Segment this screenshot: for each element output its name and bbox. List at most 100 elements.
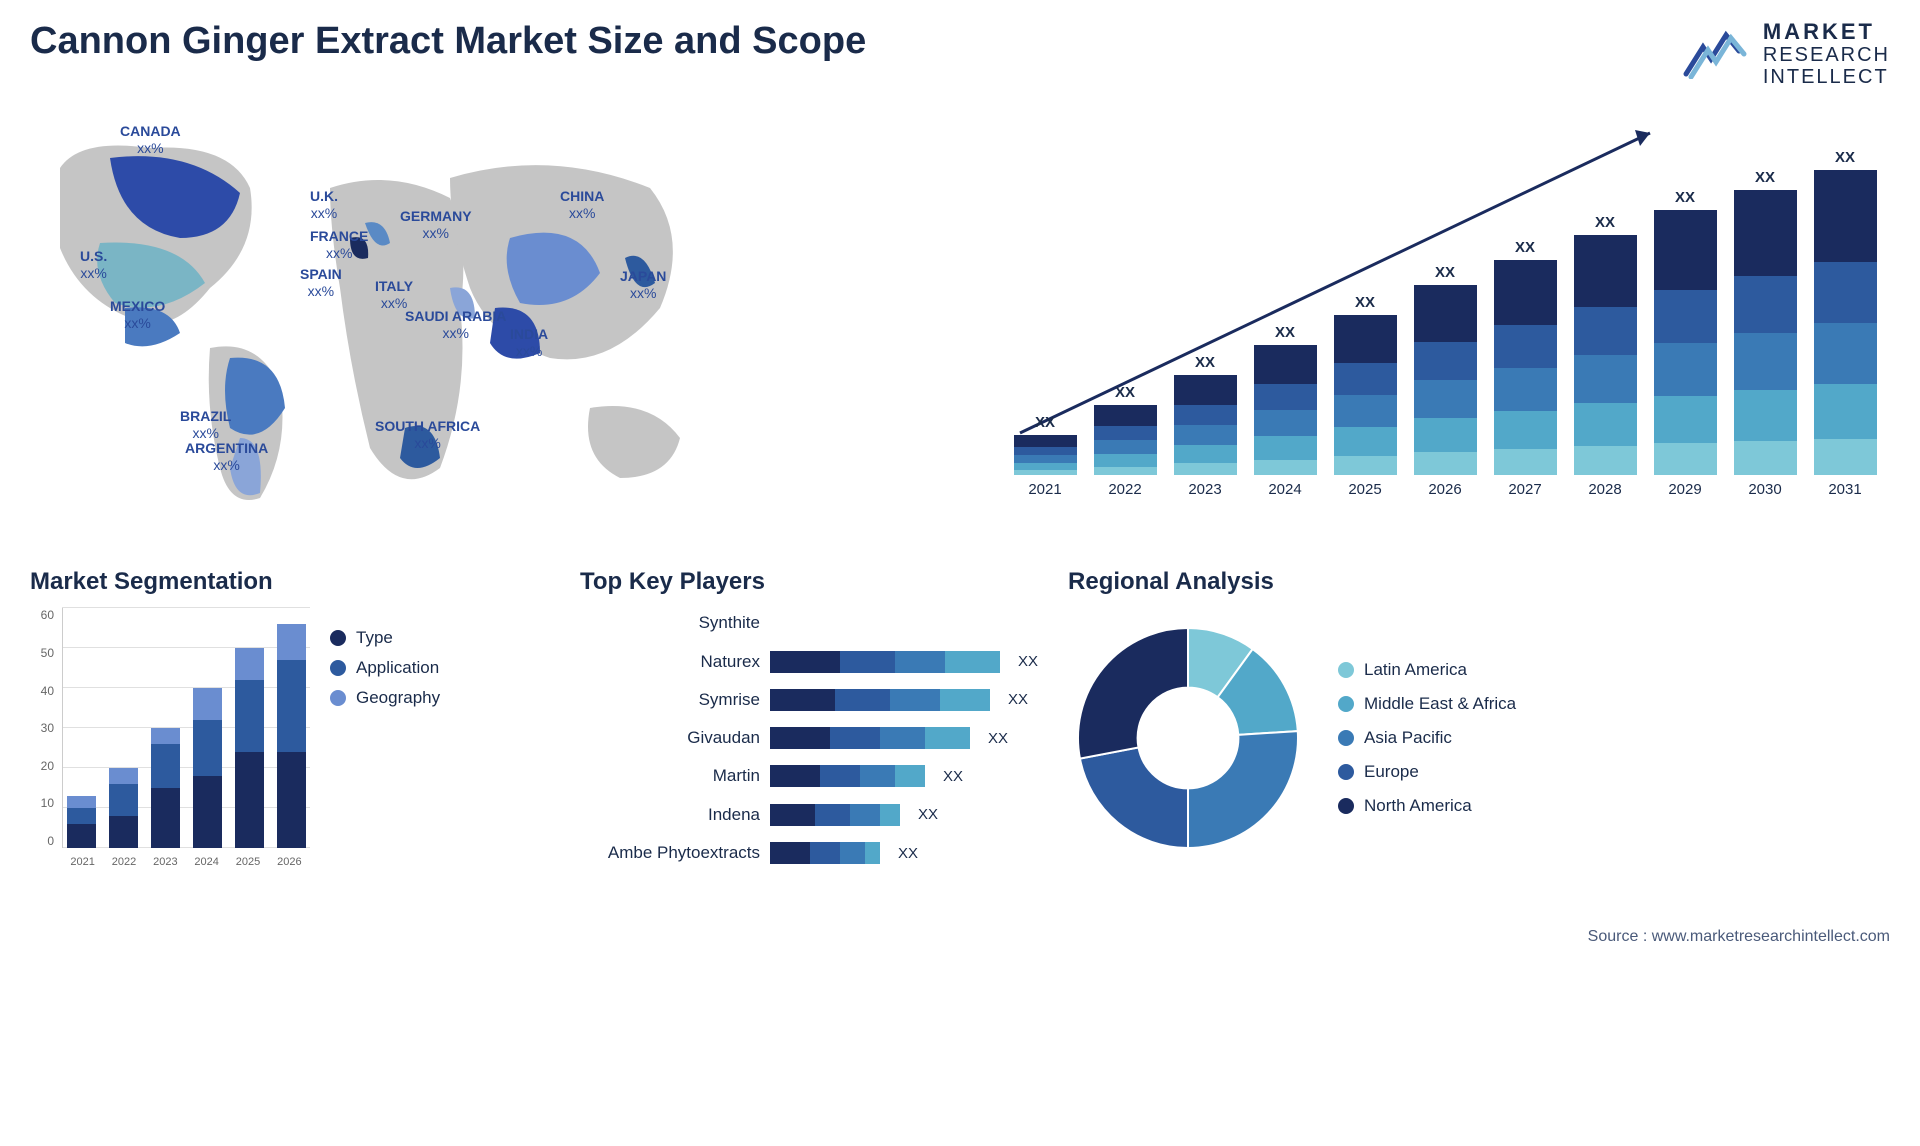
donut-slice-asiapacific <box>1188 731 1298 848</box>
bar-segment <box>1254 436 1317 459</box>
map-label-mexico: MEXICOxx% <box>110 298 165 332</box>
legend-dot <box>1338 696 1354 712</box>
bar-segment <box>1734 190 1797 276</box>
bar-year-label: 2025 <box>1348 481 1381 498</box>
seg-segment <box>151 728 180 744</box>
players-chart: SynthiteNaturexXXSymriseXXGivaudanXXMart… <box>580 608 1038 868</box>
legend-dot <box>330 690 346 706</box>
bar-segment <box>1414 380 1477 418</box>
player-value: XX <box>898 845 918 862</box>
player-value: XX <box>1018 653 1038 670</box>
bar-segment <box>1334 395 1397 427</box>
bar-segment <box>1014 455 1077 463</box>
donut-slice-europe <box>1080 748 1188 849</box>
bar-value-label: XX <box>1835 149 1855 166</box>
legend-label: North America <box>1364 796 1472 816</box>
bar-segment <box>1814 384 1877 439</box>
world-map: CANADAxx%U.S.xx%MEXICOxx%BRAZILxx%ARGENT… <box>30 108 940 528</box>
legend-item-application: Application <box>330 658 440 678</box>
bar-segment <box>1094 440 1157 454</box>
bar-value-label: XX <box>1035 414 1055 431</box>
seg-segment <box>193 688 222 720</box>
player-name: Martin <box>580 766 760 786</box>
players-panel: Top Key Players SynthiteNaturexXXSymrise… <box>580 568 1038 908</box>
player-bar-segment <box>945 651 1000 673</box>
map-label-italy: ITALYxx% <box>375 278 413 312</box>
seg-segment <box>109 784 138 816</box>
player-bar-segment <box>820 765 860 787</box>
bar-segment <box>1734 390 1797 441</box>
player-bar-segment <box>850 804 880 826</box>
bar-segment <box>1014 435 1077 447</box>
bar-value-label: XX <box>1675 189 1695 206</box>
header: Cannon Ginger Extract Market Size and Sc… <box>30 20 1890 88</box>
regional-legend: Latin AmericaMiddle East & AfricaAsia Pa… <box>1338 660 1516 816</box>
player-bar-segment <box>770 804 815 826</box>
seg-bar-2024 <box>190 688 226 848</box>
bar-segment <box>1334 427 1397 456</box>
player-bar <box>770 651 1000 673</box>
player-value: XX <box>918 806 938 823</box>
player-name: Naturex <box>580 652 760 672</box>
player-bar-segment <box>770 842 810 864</box>
bar-segment <box>1654 343 1717 396</box>
bar-year-label: 2026 <box>1428 481 1461 498</box>
map-label-japan: JAPANxx% <box>620 268 666 302</box>
player-bar <box>770 804 900 826</box>
player-bar-segment <box>840 651 895 673</box>
bar-value-label: XX <box>1115 384 1135 401</box>
bar-segment <box>1014 470 1077 475</box>
bar-segment <box>1334 456 1397 475</box>
bar-segment <box>1334 363 1397 395</box>
region-legend-item: Asia Pacific <box>1338 728 1516 748</box>
legend-label: Application <box>356 658 439 678</box>
bar-segment <box>1254 384 1317 410</box>
map-label-france: FRANCExx% <box>310 228 368 262</box>
bar-segment <box>1654 443 1717 475</box>
player-bar <box>770 765 925 787</box>
legend-dot <box>330 660 346 676</box>
player-row-indena: IndenaXX <box>580 804 1038 826</box>
regional-title: Regional Analysis <box>1068 568 1890 596</box>
map-label-germany: GERMANYxx% <box>400 208 472 242</box>
bar-segment <box>1014 463 1077 470</box>
bar-segment <box>1014 447 1077 455</box>
bar-segment <box>1814 323 1877 384</box>
map-label-argentina: ARGENTINAxx% <box>185 440 268 474</box>
main-bar-2024: XX2024 <box>1250 324 1320 498</box>
seg-segment <box>67 808 96 824</box>
map-label-us: U.S.xx% <box>80 248 107 282</box>
main-bar-2030: XX2030 <box>1730 169 1800 498</box>
bar-year-label: 2030 <box>1748 481 1781 498</box>
seg-bar-2022 <box>105 768 141 848</box>
bar-segment <box>1494 411 1557 450</box>
region-legend-item: Europe <box>1338 762 1516 782</box>
player-name: Synthite <box>580 613 760 633</box>
bar-segment <box>1174 375 1237 405</box>
player-bar-segment <box>810 842 840 864</box>
main-bar-2022: XX2022 <box>1090 384 1160 498</box>
y-tick-label: 30 <box>30 721 54 735</box>
bar-segment <box>1174 405 1237 425</box>
seg-x-label: 2026 <box>277 856 301 868</box>
bar-segment <box>1494 260 1557 325</box>
player-bar-segment <box>770 727 830 749</box>
bar-segment <box>1414 285 1477 342</box>
main-bar-2028: XX 2028 <box>1570 214 1640 498</box>
bar-value-label: XX <box>1595 214 1615 231</box>
bar-segment <box>1494 449 1557 475</box>
seg-segment <box>109 816 138 848</box>
seg-segment <box>67 796 96 808</box>
bar-year-label: 2028 <box>1588 481 1621 498</box>
player-name: Givaudan <box>580 728 760 748</box>
bar-year-label: 2023 <box>1188 481 1221 498</box>
seg-x-label: 2022 <box>112 856 136 868</box>
bar-segment <box>1254 410 1317 436</box>
main-bar-2027: XX2027 <box>1490 239 1560 498</box>
bar-year-label: 2027 <box>1508 481 1541 498</box>
legend-label: Middle East & Africa <box>1364 694 1516 714</box>
bar-segment <box>1174 445 1237 463</box>
player-row-synthite: Synthite <box>580 612 1038 634</box>
legend-dot <box>1338 764 1354 780</box>
bar-year-label: 2024 <box>1268 481 1301 498</box>
